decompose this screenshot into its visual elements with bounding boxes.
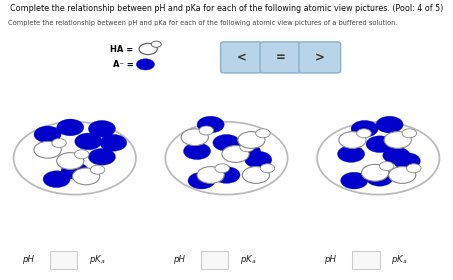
Circle shape — [197, 167, 224, 183]
Circle shape — [215, 164, 230, 173]
Circle shape — [181, 129, 208, 146]
FancyBboxPatch shape — [352, 251, 380, 269]
Circle shape — [389, 167, 416, 183]
Circle shape — [245, 151, 272, 168]
Circle shape — [197, 116, 224, 133]
Circle shape — [136, 59, 154, 70]
Circle shape — [255, 129, 270, 138]
Circle shape — [213, 167, 240, 183]
Text: pK$_a$: pK$_a$ — [391, 253, 408, 266]
Text: pK$_a$: pK$_a$ — [89, 253, 105, 266]
Circle shape — [240, 143, 255, 152]
Circle shape — [233, 143, 260, 160]
Circle shape — [72, 168, 100, 185]
Text: <: < — [236, 51, 246, 64]
Circle shape — [43, 171, 70, 188]
Circle shape — [57, 153, 84, 169]
Circle shape — [100, 134, 127, 151]
Circle shape — [75, 133, 102, 150]
Circle shape — [183, 143, 211, 160]
Circle shape — [34, 126, 61, 143]
Text: pH: pH — [173, 255, 185, 264]
Text: pH: pH — [22, 255, 34, 264]
Circle shape — [260, 164, 275, 173]
FancyBboxPatch shape — [221, 42, 262, 73]
Text: pK$_a$: pK$_a$ — [240, 253, 256, 266]
Circle shape — [384, 132, 411, 148]
Circle shape — [351, 120, 378, 137]
Circle shape — [213, 134, 240, 151]
Circle shape — [57, 119, 84, 136]
FancyBboxPatch shape — [201, 251, 228, 269]
FancyBboxPatch shape — [260, 42, 302, 73]
Circle shape — [361, 164, 389, 181]
Text: Complete the relationship between pH and pKa for each of the following atomic vi: Complete the relationship between pH and… — [10, 4, 443, 13]
FancyBboxPatch shape — [50, 251, 77, 269]
Circle shape — [337, 146, 365, 162]
Circle shape — [341, 172, 368, 189]
Circle shape — [52, 139, 67, 148]
Circle shape — [90, 165, 105, 174]
Circle shape — [393, 153, 420, 169]
Circle shape — [402, 129, 417, 138]
Ellipse shape — [317, 122, 439, 195]
Circle shape — [407, 164, 421, 173]
Text: =: = — [276, 51, 286, 64]
Text: A⁻ =: A⁻ = — [113, 60, 134, 69]
Circle shape — [376, 116, 403, 133]
Circle shape — [242, 167, 270, 183]
Circle shape — [199, 126, 214, 135]
Circle shape — [88, 148, 116, 165]
FancyBboxPatch shape — [299, 42, 341, 73]
Circle shape — [139, 43, 157, 55]
Circle shape — [61, 162, 88, 179]
Circle shape — [339, 132, 366, 148]
Circle shape — [74, 150, 89, 159]
Circle shape — [34, 141, 61, 158]
Text: HA =: HA = — [111, 45, 134, 53]
Circle shape — [238, 132, 265, 148]
Circle shape — [188, 172, 215, 189]
Text: pH: pH — [324, 255, 336, 264]
Circle shape — [366, 136, 393, 153]
Circle shape — [380, 162, 394, 171]
Text: Complete the relationship between pH and pKa for each of the following atomic vi: Complete the relationship between pH and… — [8, 20, 398, 25]
Ellipse shape — [165, 122, 288, 195]
Circle shape — [366, 169, 393, 186]
Circle shape — [151, 41, 161, 47]
Circle shape — [383, 147, 410, 164]
Circle shape — [222, 146, 249, 162]
Ellipse shape — [14, 122, 136, 195]
Text: >: > — [315, 51, 325, 64]
Circle shape — [88, 120, 116, 137]
Circle shape — [357, 129, 371, 138]
